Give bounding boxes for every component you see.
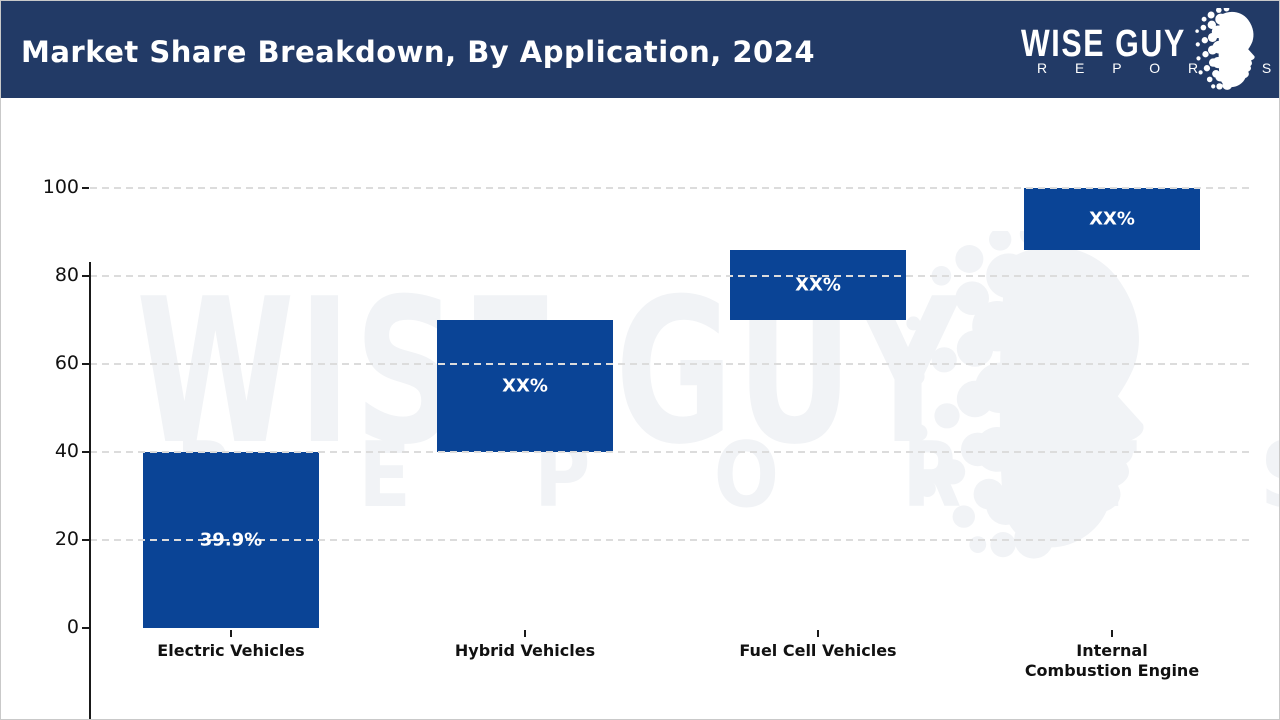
dotted-head-profile-icon (906, 231, 1144, 559)
x-tick-label: Fuel Cell Vehicles (739, 641, 897, 660)
y-tick-label: 40 (54, 440, 79, 462)
x-axis-tick (817, 630, 819, 637)
y-axis-tick (82, 275, 89, 277)
y-tick-label: 100 (42, 176, 79, 198)
brand-logo: WISE GUY R E P O R T S (1021, 1, 1271, 98)
y-axis-tick (82, 363, 89, 365)
market-share-chart: 0 20 40 60 80 100 39.9% Electric Vehicles XX% Hyb… (1, 98, 1279, 719)
y-axis-tick (82, 451, 89, 453)
gridline (90, 363, 1254, 365)
y-axis-tick (82, 539, 89, 541)
x-axis-tick (1111, 630, 1113, 637)
logo-wordmark: WISE GUY (1021, 23, 1186, 65)
page-title: Market Share Breakdown, By Application, … (21, 35, 816, 69)
y-tick-label: 20 (54, 528, 79, 550)
gridline (90, 275, 1254, 277)
y-tick-label: 80 (54, 264, 79, 286)
bar-segment (1024, 188, 1200, 250)
y-axis-tick (82, 627, 89, 629)
x-tick-label: Electric Vehicles (157, 641, 305, 660)
dotted-head-profile-icon (1195, 8, 1255, 90)
y-axis-tick (82, 187, 89, 189)
bar-value-label: 39.9% (199, 529, 263, 551)
y-tick-label: 0 (66, 616, 79, 638)
y-tick-label: 60 (54, 352, 79, 374)
bar-segment (437, 320, 613, 452)
x-tick-label: Internal Combustion Engine (1024, 641, 1200, 680)
gridline (90, 451, 1254, 453)
gridline (90, 539, 1254, 541)
header: Market Share Breakdown, By Application, … (1, 1, 1279, 98)
logo-face-icon (1195, 8, 1255, 90)
gridline (90, 187, 1254, 189)
bar-value-label: XX% (502, 375, 548, 397)
watermark-face-icon (906, 231, 1144, 559)
x-tick-label: Hybrid Vehicles (454, 641, 596, 660)
y-axis (89, 262, 91, 719)
bar-value-label: XX% (795, 274, 841, 296)
bar-segment (730, 249, 906, 320)
x-axis-tick (524, 630, 526, 637)
x-axis-tick (230, 630, 232, 637)
bar-value-label: XX% (1089, 208, 1135, 230)
